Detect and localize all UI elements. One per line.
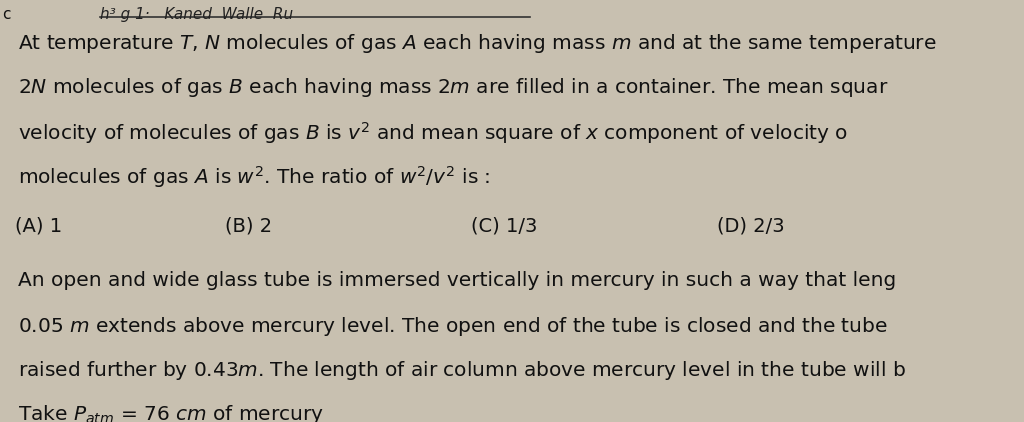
Text: (C) 1/3: (C) 1/3 (471, 216, 538, 235)
Text: c: c (2, 7, 10, 22)
Text: An open and wide glass tube is immersed vertically in mercury in such a way that: An open and wide glass tube is immersed … (18, 271, 896, 290)
Text: $2N$ molecules of gas $B$ each having mass $2m$ are filled in a container. The m: $2N$ molecules of gas $B$ each having ma… (18, 76, 889, 99)
Text: (A) 1: (A) 1 (15, 216, 62, 235)
Text: molecules of gas $A$ is $w^2$. The ratio of $w^2/v^2$ is :: molecules of gas $A$ is $w^2$. The ratio… (18, 164, 490, 190)
Text: (D) 2/3: (D) 2/3 (717, 216, 784, 235)
Text: $0.05$ $m$ extends above mercury level. The open end of the tube is closed and t: $0.05$ $m$ extends above mercury level. … (18, 315, 888, 338)
Text: At temperature $T$, $N$ molecules of gas $A$ each having mass $m$ and at the sam: At temperature $T$, $N$ molecules of gas… (18, 32, 937, 55)
Text: raised further by $0.43m$. The length of air column above mercury level in the t: raised further by $0.43m$. The length of… (18, 359, 906, 382)
Text: h³ g 1·   Kaned  Walle  Ru: h³ g 1· Kaned Walle Ru (100, 7, 293, 22)
Text: (B) 2: (B) 2 (225, 216, 272, 235)
Text: Take $P_{atm}$ = 76 $cm$ of mercury: Take $P_{atm}$ = 76 $cm$ of mercury (18, 403, 324, 422)
Text: velocity of molecules of gas $B$ is $v^2$ and mean square of $x$ component of ve: velocity of molecules of gas $B$ is $v^2… (18, 120, 848, 146)
